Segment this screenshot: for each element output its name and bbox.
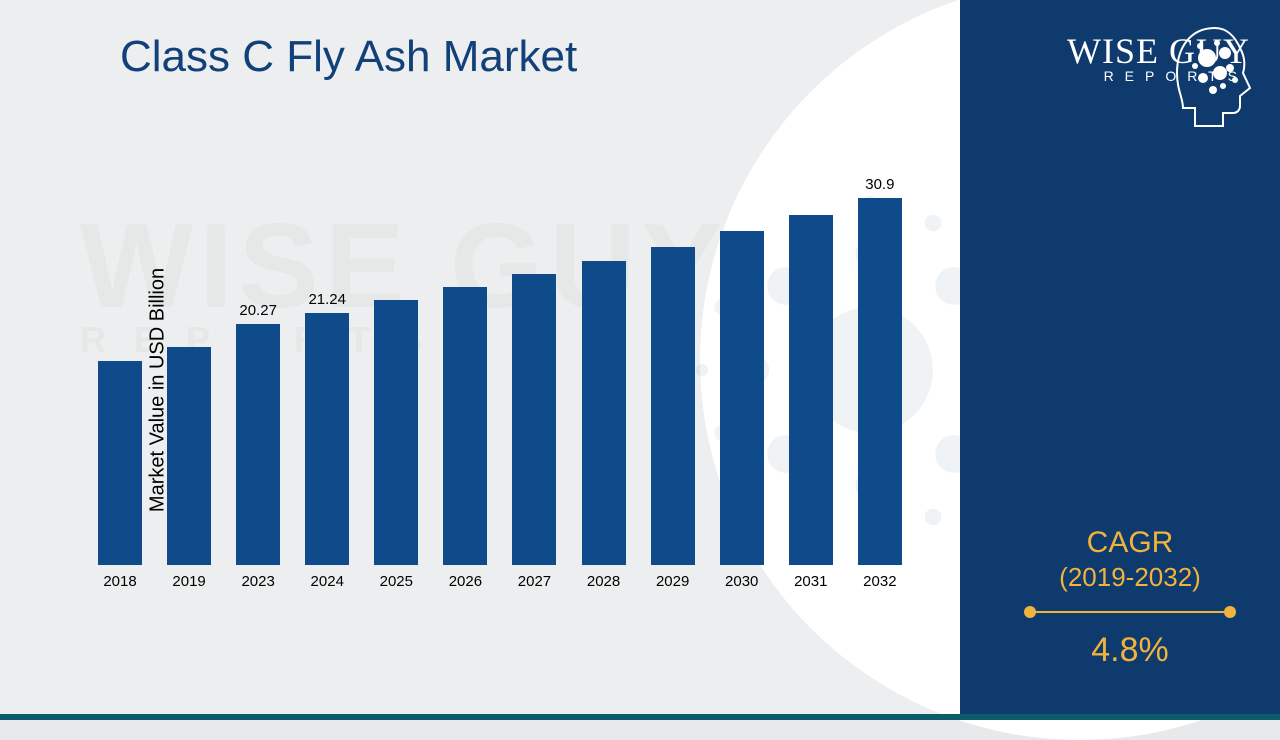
bottom-bar <box>0 714 1280 720</box>
cagr-divider <box>1030 611 1230 613</box>
bar-value-label: 30.9 <box>865 176 894 194</box>
cagr-label: CAGR <box>1010 526 1250 560</box>
bar-rect <box>167 347 211 566</box>
bar-2031: 2031 <box>781 193 841 590</box>
bar-2027: 2027 <box>504 252 564 590</box>
bar-2028: 2028 <box>574 239 634 590</box>
bar-rect <box>236 324 280 565</box>
bar-2030: 2030 <box>712 209 772 590</box>
bar-rect <box>512 274 556 565</box>
x-tick-label: 2027 <box>518 573 551 590</box>
x-tick-label: 2028 <box>587 573 620 590</box>
chart-title: Class C Fly Ash Market <box>120 32 577 82</box>
cagr-years: (2019-2032) <box>1010 562 1250 593</box>
bar-2018: 2018 <box>90 339 150 590</box>
bar-2026: 2026 <box>435 265 495 590</box>
cagr-panel: CAGR (2019-2032) 4.8% <box>1010 526 1250 670</box>
bar-rect <box>305 313 349 565</box>
bar-rect <box>443 287 487 565</box>
x-tick-label: 2025 <box>380 573 413 590</box>
x-tick-label: 2026 <box>449 573 482 590</box>
bar-2023: 20.27 2023 <box>228 302 288 590</box>
bar-rect <box>582 261 626 565</box>
bar-rect <box>374 300 418 565</box>
bar-rect <box>858 198 902 565</box>
bars-container: 2018 2019 20.27 2023 21.24 2024 2025 2026 2027 20… <box>90 180 910 590</box>
bar-rect <box>789 215 833 565</box>
x-tick-label: 2024 <box>311 573 344 590</box>
brand-name: WISE GUY <box>1067 30 1250 72</box>
bar-2032: 30.9 2032 <box>850 176 910 590</box>
bar-2029: 2029 <box>643 225 703 590</box>
bar-chart: Market Value in USD Billion 2018201920.2… <box>50 150 930 630</box>
x-tick-label: 2030 <box>725 573 758 590</box>
bar-value-label: 21.24 <box>308 291 346 309</box>
brand-logo: WISE GUY REPORTS <box>1067 30 1250 84</box>
bar-2024: 21.24 2024 <box>297 291 357 590</box>
bar-value-label: 20.27 <box>239 302 277 320</box>
bar-2025: 2025 <box>366 278 426 590</box>
x-tick-label: 2019 <box>172 573 205 590</box>
bar-rect <box>651 247 695 565</box>
cagr-value: 4.8% <box>1010 631 1250 670</box>
bar-2019: 2019 <box>159 325 219 591</box>
bar-rect <box>720 231 764 565</box>
x-tick-label: 2031 <box>794 573 827 590</box>
x-tick-label: 2023 <box>241 573 274 590</box>
x-tick-label: 2018 <box>103 573 136 590</box>
x-tick-label: 2032 <box>863 573 896 590</box>
x-tick-label: 2029 <box>656 573 689 590</box>
bar-rect <box>98 361 142 565</box>
